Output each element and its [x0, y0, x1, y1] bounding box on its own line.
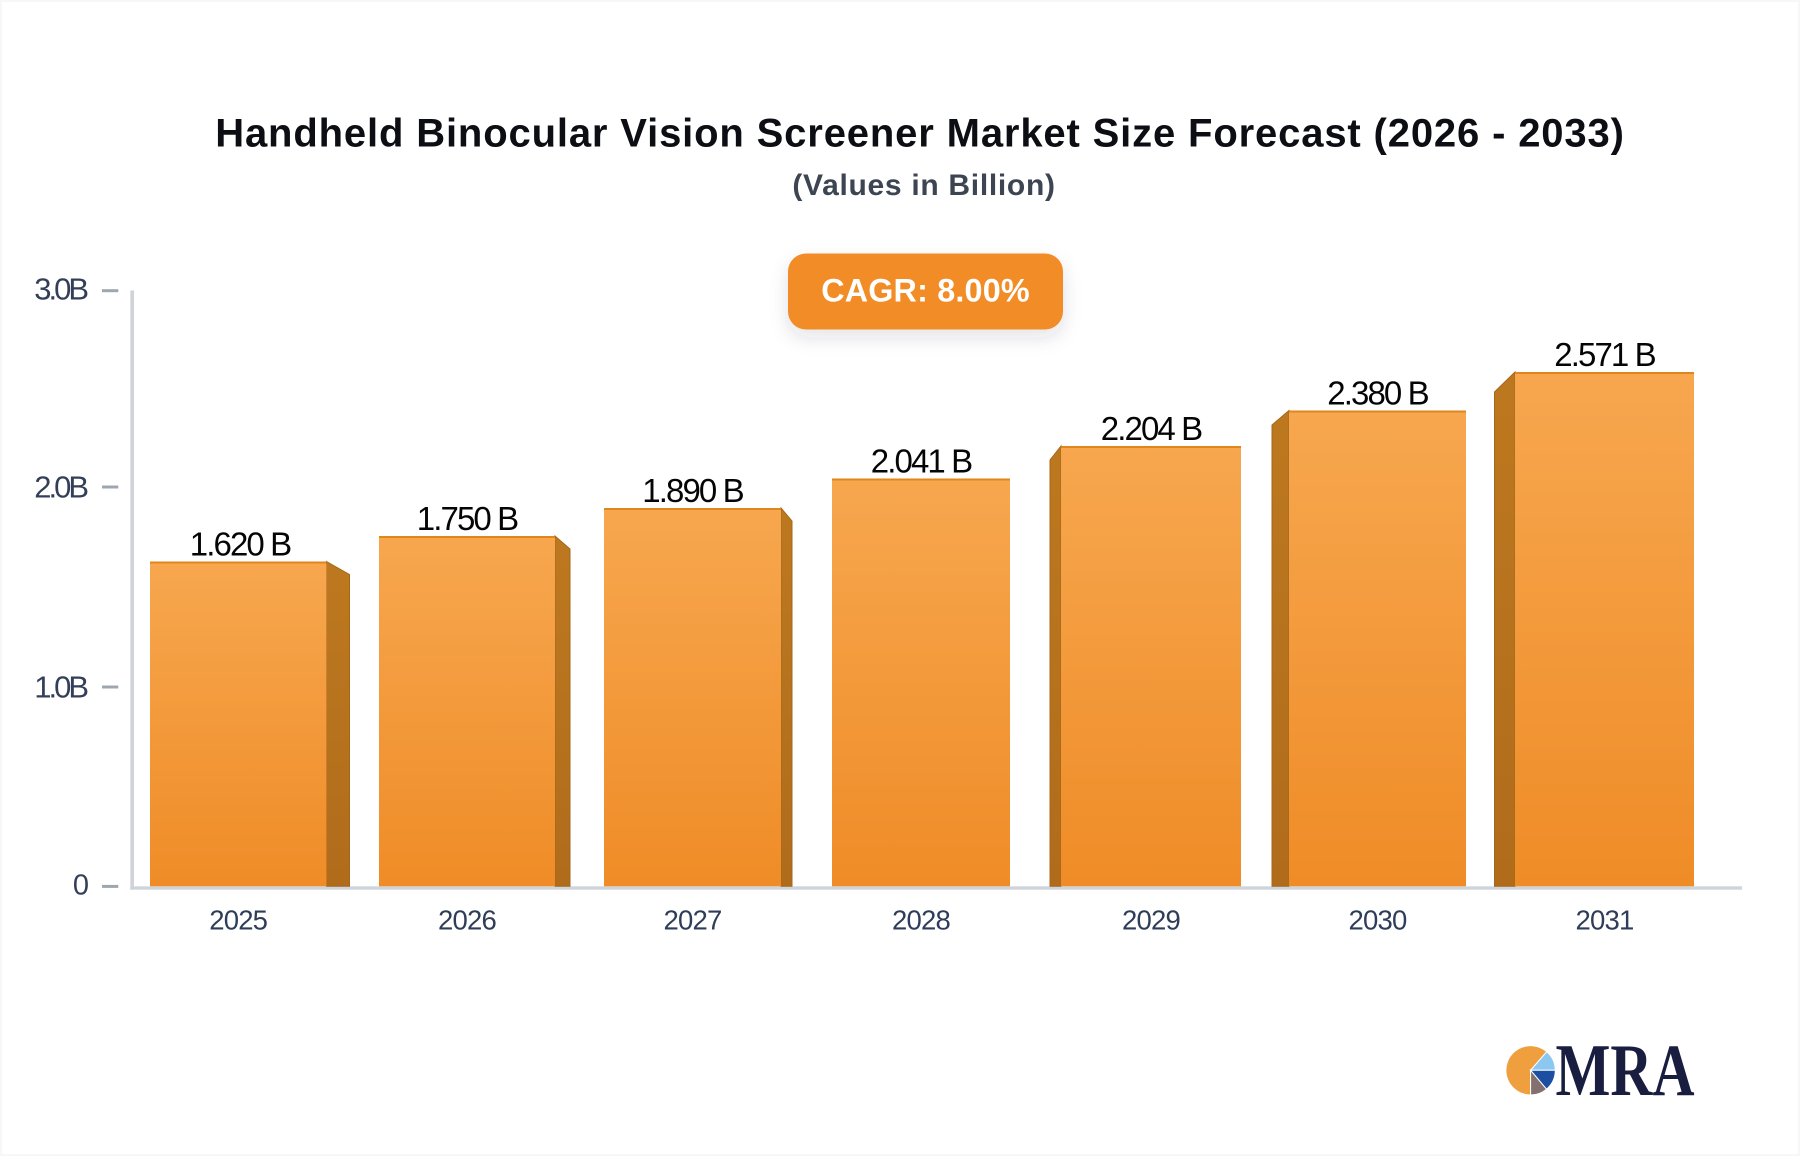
svg-text:2026: 2026 — [438, 905, 496, 936]
svg-text:CAGR: 8.00%: CAGR: 8.00% — [821, 272, 1030, 308]
svg-text:Handheld Binocular Vision Scre: Handheld Binocular Vision Screener Marke… — [215, 112, 1625, 156]
svg-text:2031: 2031 — [1576, 905, 1634, 936]
svg-text:2.380 B: 2.380 B — [1327, 375, 1428, 412]
svg-text:(Values in Billion): (Values in Billion) — [792, 169, 1055, 202]
svg-text:1.620 B: 1.620 B — [190, 526, 291, 563]
svg-text:2029: 2029 — [1122, 905, 1180, 936]
svg-text:2030: 2030 — [1349, 905, 1407, 936]
svg-text:1.890 B: 1.890 B — [642, 472, 743, 509]
svg-text:2025: 2025 — [209, 905, 267, 936]
svg-text:0: 0 — [73, 870, 88, 902]
svg-text:2.0B: 2.0B — [34, 470, 88, 505]
svg-text:2.571 B: 2.571 B — [1554, 336, 1655, 373]
svg-text:1.0B: 1.0B — [34, 670, 88, 705]
svg-text:2027: 2027 — [664, 905, 722, 936]
svg-text:2.204 B: 2.204 B — [1101, 410, 1202, 447]
svg-text:MRA: MRA — [1556, 1030, 1695, 1112]
svg-text:2028: 2028 — [892, 905, 950, 936]
svg-text:2.041 B: 2.041 B — [871, 443, 972, 480]
svg-text:3.0B: 3.0B — [34, 272, 88, 307]
svg-text:1.750 B: 1.750 B — [417, 500, 518, 537]
